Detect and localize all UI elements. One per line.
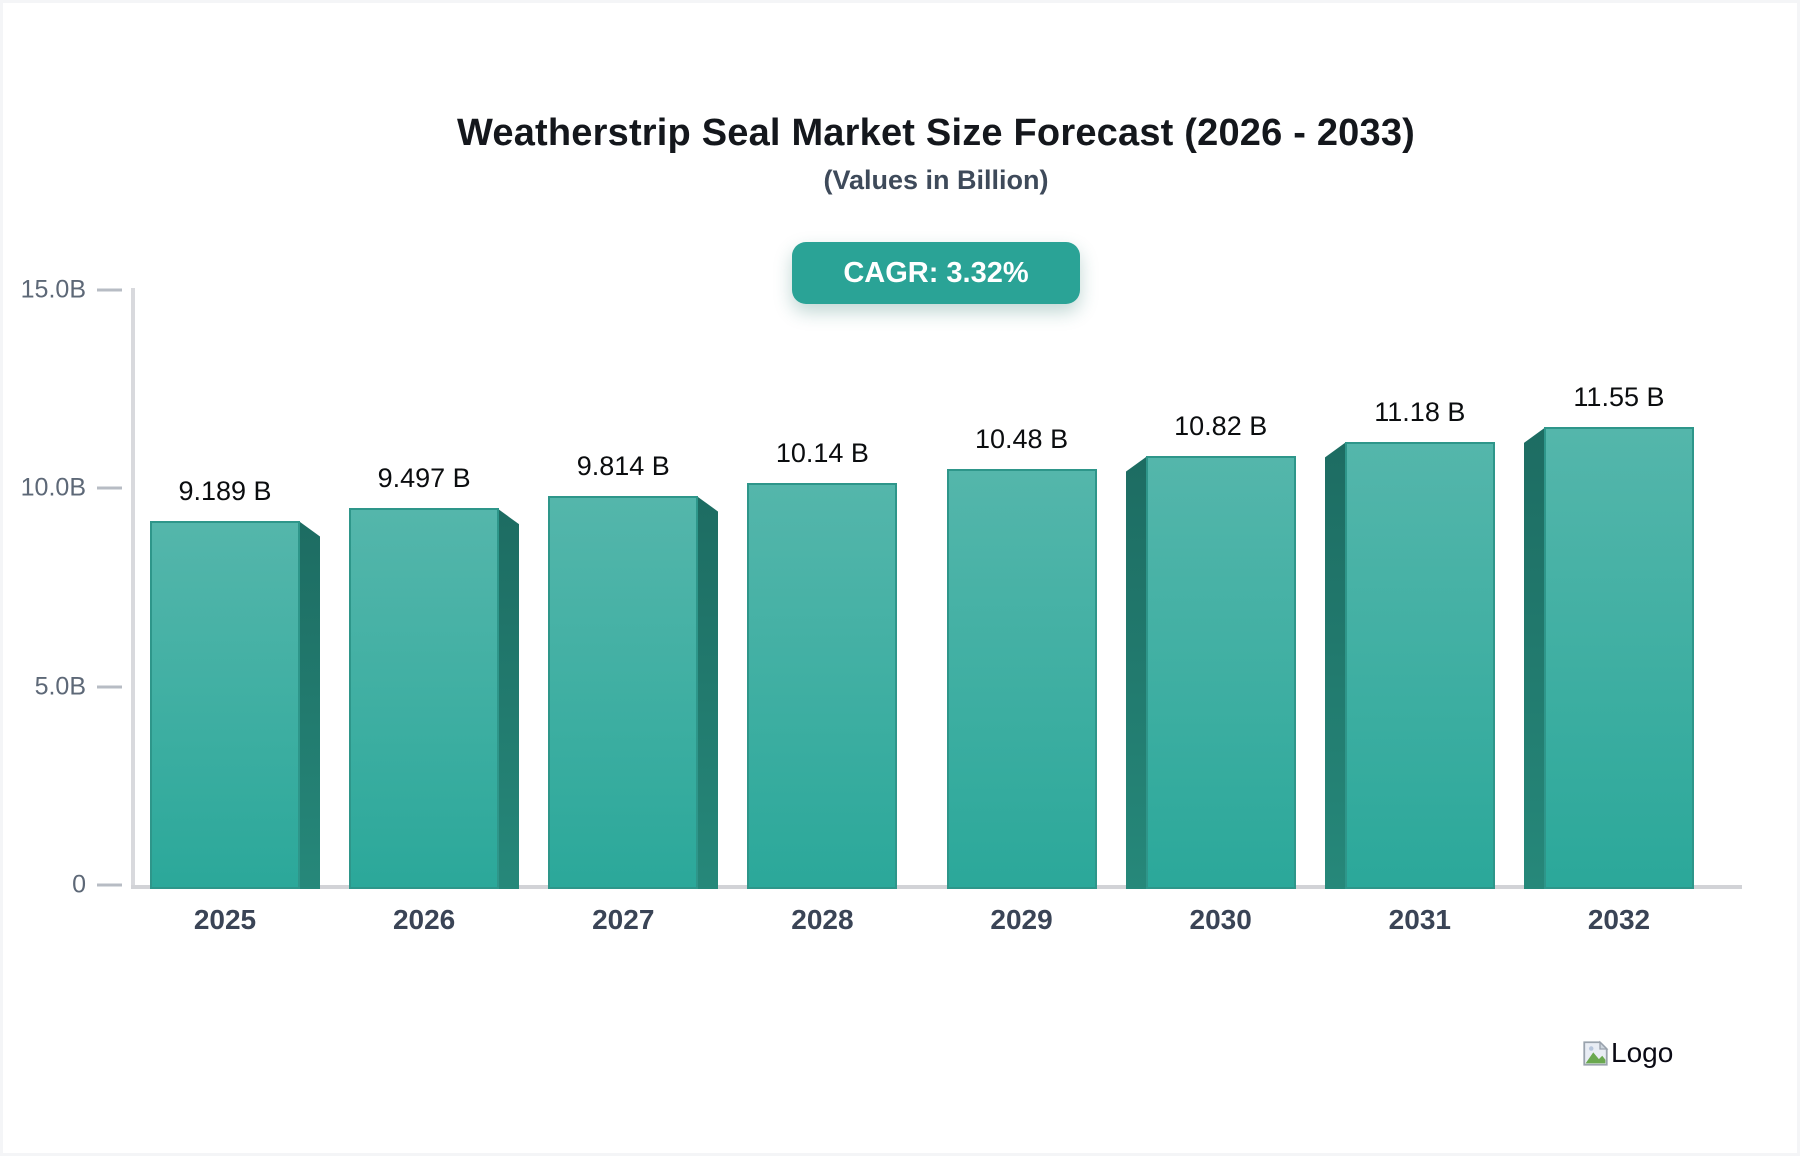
bar-2028[interactable] xyxy=(747,482,898,889)
bar-value-label: 9.497 B xyxy=(377,463,471,494)
bar-2032[interactable] xyxy=(1543,426,1694,889)
y-axis-tick-label: 10.0B xyxy=(20,473,86,502)
bar-value-label: 10.82 B xyxy=(1174,410,1268,441)
bar-2030[interactable] xyxy=(1145,455,1296,889)
bar-3d-side xyxy=(298,520,320,889)
y-axis-tick-mark xyxy=(97,883,122,887)
chart-header: Weatherstrip Seal Market Size Forecast (… xyxy=(136,0,1736,304)
logo-alt-text: Logo xyxy=(1611,1037,1674,1068)
x-axis-category-label: 2027 xyxy=(592,904,655,935)
bar-value-label: 9.814 B xyxy=(576,450,670,481)
bar-3d-side xyxy=(497,508,520,889)
y-axis-line xyxy=(131,288,135,889)
broken-image-icon xyxy=(1583,1040,1609,1066)
cagr-badge: CAGR: 3.32% xyxy=(792,242,1080,304)
y-axis-tick-label: 15.0B xyxy=(20,275,86,304)
logo: Logo xyxy=(1582,1036,1673,1070)
bar-2029[interactable] xyxy=(946,469,1097,889)
y-axis-tick-label: 0 xyxy=(72,870,86,899)
bar-value-label: 10.14 B xyxy=(775,437,869,468)
x-axis-category-label: 2026 xyxy=(392,904,456,935)
bar-2027[interactable] xyxy=(548,495,699,889)
x-axis-category-label: 2029 xyxy=(990,904,1053,935)
y-axis-tick-label: 5.0B xyxy=(34,672,86,701)
bar-3d-side xyxy=(696,495,719,889)
bar-value-label: 11.55 B xyxy=(1573,381,1665,412)
bar-3d-side xyxy=(1125,455,1148,889)
bar-value-label: 11.18 B xyxy=(1374,396,1466,427)
x-axis-category-label: 2028 xyxy=(791,904,854,935)
x-axis-category-label: 2031 xyxy=(1388,904,1451,935)
bar-2026[interactable] xyxy=(349,508,500,889)
chart-subtitle: (Values in Billion) xyxy=(823,165,1049,195)
y-axis-tick-mark xyxy=(97,288,122,292)
bar-3d-side xyxy=(1523,426,1546,889)
x-axis-category-label: 2025 xyxy=(193,904,257,935)
y-axis-tick-mark xyxy=(97,685,122,689)
y-axis-tick-mark xyxy=(97,486,122,490)
bar-value-label: 10.48 B xyxy=(975,424,1069,455)
chart-title: Weatherstrip Seal Market Size Forecast (… xyxy=(456,112,1416,154)
bar-2031[interactable] xyxy=(1344,441,1495,889)
bar-2025[interactable] xyxy=(150,520,300,889)
x-axis-category-label: 2032 xyxy=(1587,904,1651,935)
x-axis-category-label: 2030 xyxy=(1189,904,1252,935)
bar-3d-side xyxy=(1324,441,1347,889)
x-axis-line xyxy=(131,885,1742,889)
bar-value-label: 9.189 B xyxy=(178,475,272,506)
